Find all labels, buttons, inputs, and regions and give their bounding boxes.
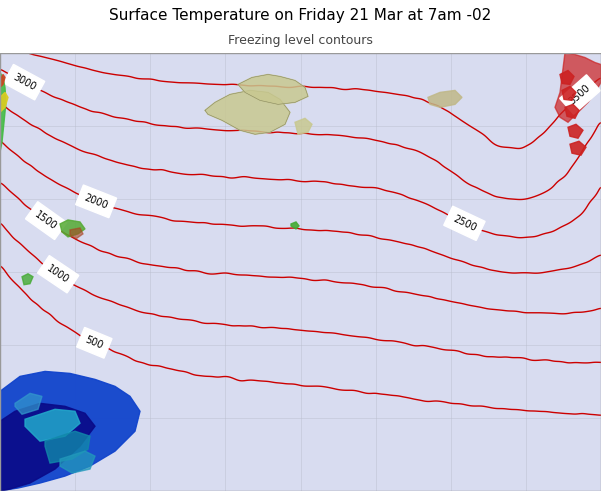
Polygon shape bbox=[291, 222, 299, 229]
Polygon shape bbox=[60, 451, 95, 473]
Polygon shape bbox=[570, 141, 586, 155]
Polygon shape bbox=[428, 90, 462, 108]
Polygon shape bbox=[555, 53, 601, 122]
Polygon shape bbox=[70, 228, 83, 239]
Polygon shape bbox=[295, 118, 312, 134]
Polygon shape bbox=[565, 105, 579, 118]
Polygon shape bbox=[0, 73, 6, 152]
Text: Surface Temperature on Friday 21 Mar at 7am -02: Surface Temperature on Friday 21 Mar at … bbox=[109, 8, 492, 23]
Text: 3500: 3500 bbox=[567, 82, 593, 107]
Polygon shape bbox=[238, 75, 308, 105]
Polygon shape bbox=[205, 90, 290, 134]
Text: 2500: 2500 bbox=[451, 214, 478, 233]
Polygon shape bbox=[45, 431, 90, 463]
Polygon shape bbox=[560, 71, 574, 84]
Polygon shape bbox=[22, 274, 33, 285]
Polygon shape bbox=[25, 409, 80, 441]
Polygon shape bbox=[0, 92, 8, 112]
Polygon shape bbox=[562, 86, 576, 100]
Polygon shape bbox=[15, 393, 42, 414]
Text: 1000: 1000 bbox=[45, 263, 71, 285]
Text: 2000: 2000 bbox=[83, 192, 109, 211]
Polygon shape bbox=[60, 220, 85, 237]
Polygon shape bbox=[0, 75, 5, 87]
Text: 1500: 1500 bbox=[33, 209, 59, 232]
Text: 3000: 3000 bbox=[11, 72, 37, 92]
Text: Freezing level contours: Freezing level contours bbox=[228, 34, 373, 48]
Polygon shape bbox=[0, 403, 95, 491]
Polygon shape bbox=[0, 371, 140, 491]
Polygon shape bbox=[568, 124, 583, 138]
Text: 500: 500 bbox=[84, 335, 105, 351]
